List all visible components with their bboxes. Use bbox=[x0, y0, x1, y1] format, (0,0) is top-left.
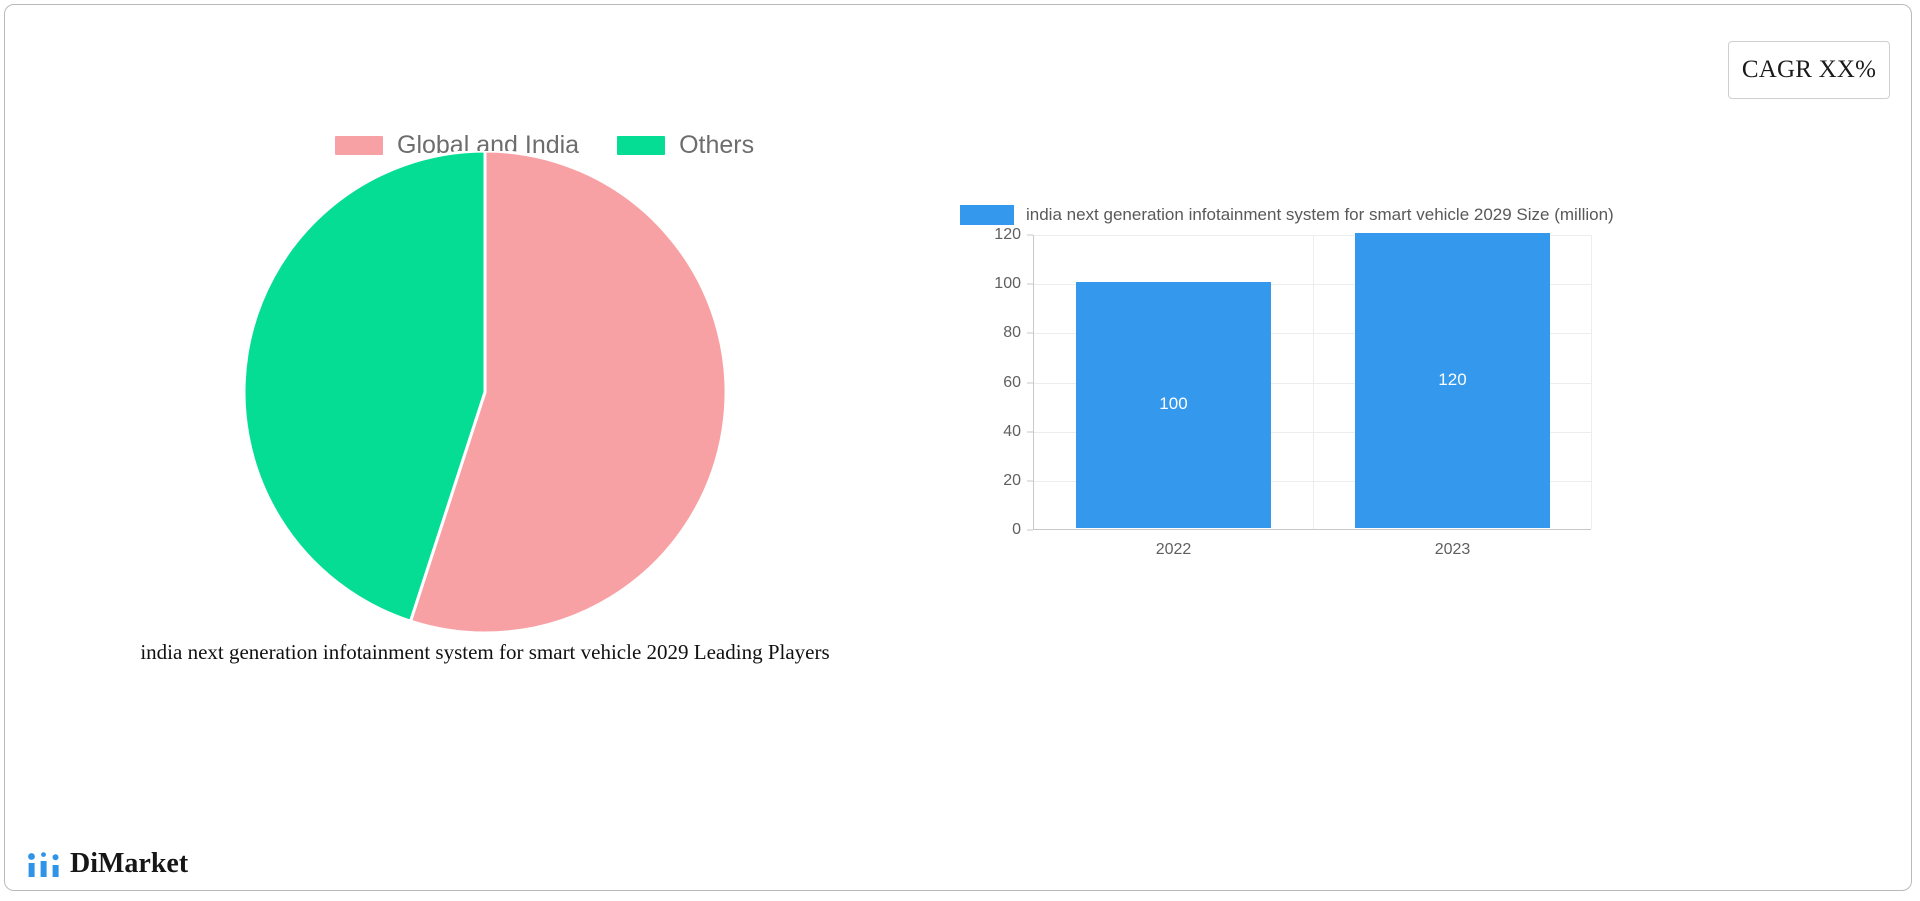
y-axis-tick-label: 40 bbox=[1003, 422, 1021, 440]
y-axis-tick-label: 120 bbox=[994, 226, 1021, 243]
y-axis-tick-mark bbox=[1027, 529, 1033, 531]
y-axis-tick-label: 80 bbox=[1003, 324, 1021, 342]
gridline-horizontal bbox=[1034, 382, 1591, 384]
pie-chart-svg bbox=[242, 149, 728, 635]
bar-chart-plot-box: 100 2022 120 2023 bbox=[1033, 233, 1592, 558]
gridline-horizontal bbox=[1034, 431, 1591, 433]
gridline-vertical bbox=[1591, 235, 1592, 529]
pie-legend-label-others: Others bbox=[679, 131, 755, 159]
bar-chart-panel: india next generation infotainment syste… bbox=[945, 195, 1905, 595]
gridline-horizontal bbox=[1034, 333, 1591, 335]
gridline-vertical bbox=[1313, 235, 1314, 529]
report-card-frame: CAGR XX% Global and India Others india n… bbox=[4, 4, 1912, 891]
pie-slice[interactable] bbox=[242, 149, 487, 624]
dimarket-logo: DiMarket bbox=[27, 850, 188, 878]
pie-chart-panel: Global and India Others india next gener… bbox=[5, 115, 965, 815]
pie-chart-title: india next generation infotainment syste… bbox=[140, 640, 830, 664]
y-axis-tick-mark bbox=[1027, 382, 1033, 383]
bar-column[interactable]: 120 bbox=[1354, 233, 1551, 528]
cagr-badge: CAGR XX% bbox=[1728, 41, 1890, 99]
gridline-horizontal bbox=[1034, 284, 1591, 286]
y-axis-tick-mark bbox=[1027, 234, 1033, 236]
y-axis-tick-mark bbox=[1027, 480, 1033, 482]
pie-legend-swatch-others bbox=[617, 136, 666, 155]
bar-chart-legend[interactable]: india next generation infotainment syste… bbox=[960, 205, 1614, 225]
y-axis-tick-label: 0 bbox=[1012, 521, 1021, 538]
y-axis-tick-mark bbox=[1027, 431, 1033, 433]
pie-legend-item-others[interactable]: Others bbox=[617, 131, 754, 160]
x-axis-tick-label: 2022 bbox=[1155, 541, 1192, 558]
y-axis-tick-label: 60 bbox=[1003, 373, 1021, 391]
pie-slice[interactable] bbox=[408, 149, 728, 635]
gridline-horizontal bbox=[1034, 235, 1591, 236]
y-axis-tick-label: 100 bbox=[994, 275, 1021, 293]
y-axis-tick-mark bbox=[1027, 283, 1033, 285]
y-axis-tick-mark bbox=[1027, 332, 1033, 334]
bar-chart-y-axis: 0 20 40 60 80 100 120 bbox=[987, 226, 1033, 538]
bar-legend-swatch bbox=[960, 205, 1014, 225]
x-axis-tick-label: 2023 bbox=[1434, 541, 1471, 558]
dimarket-logo-text: DiMarket bbox=[70, 848, 189, 879]
gridline-horizontal bbox=[1034, 480, 1591, 482]
cagr-badge-label: CAGR XX% bbox=[1741, 56, 1877, 83]
pie-chart-legend: Global and India Others bbox=[335, 131, 754, 160]
bar-chart-plot-area: 0 20 40 60 80 100 120 100 2022 120 2023 bbox=[987, 226, 1592, 558]
bar-chart-icon bbox=[28, 852, 59, 877]
pie-legend-swatch-global-and-india bbox=[335, 136, 383, 155]
y-axis-tick-label: 20 bbox=[1003, 471, 1021, 489]
bar-legend-label: india next generation infotainment syste… bbox=[1026, 205, 1614, 224]
bar-value-label: 120 bbox=[1438, 369, 1467, 389]
bar-value-label: 100 bbox=[1159, 394, 1188, 414]
bar-column[interactable]: 100 bbox=[1075, 282, 1272, 528]
pie-chart-graphic bbox=[242, 149, 728, 635]
